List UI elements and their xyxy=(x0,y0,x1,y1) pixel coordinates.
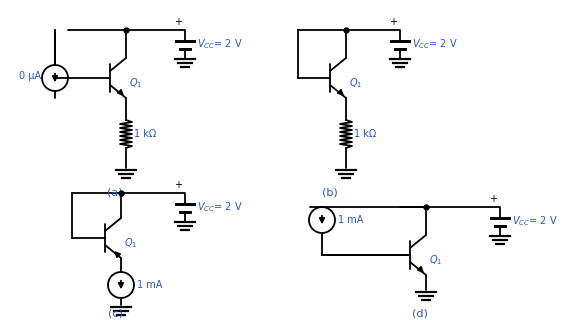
Text: $Q_1$: $Q_1$ xyxy=(349,76,362,90)
Text: 1 kΩ: 1 kΩ xyxy=(354,129,376,139)
Text: 1 mA: 1 mA xyxy=(338,215,363,225)
Text: (b): (b) xyxy=(322,187,338,197)
Text: (a): (a) xyxy=(107,187,123,197)
Text: 0 μA: 0 μA xyxy=(19,71,41,81)
Text: +: + xyxy=(174,180,182,190)
Text: $V_{CC}$= 2 V: $V_{CC}$= 2 V xyxy=(412,37,457,51)
Text: (d): (d) xyxy=(412,309,428,319)
Text: $V_{CC}$= 2 V: $V_{CC}$= 2 V xyxy=(197,37,243,51)
Text: +: + xyxy=(389,17,397,27)
Text: 1 mA: 1 mA xyxy=(137,280,162,290)
Text: $Q_1$: $Q_1$ xyxy=(124,236,137,250)
Text: +: + xyxy=(174,17,182,27)
Text: (c): (c) xyxy=(107,309,122,319)
Text: $V_{CC}$= 2 V: $V_{CC}$= 2 V xyxy=(512,214,558,228)
Text: $V_{CC}$= 2 V: $V_{CC}$= 2 V xyxy=(197,200,243,214)
Text: $Q_1$: $Q_1$ xyxy=(129,76,142,90)
Text: $Q_1$: $Q_1$ xyxy=(429,253,443,267)
Text: 1 kΩ: 1 kΩ xyxy=(134,129,156,139)
Text: +: + xyxy=(489,194,497,204)
